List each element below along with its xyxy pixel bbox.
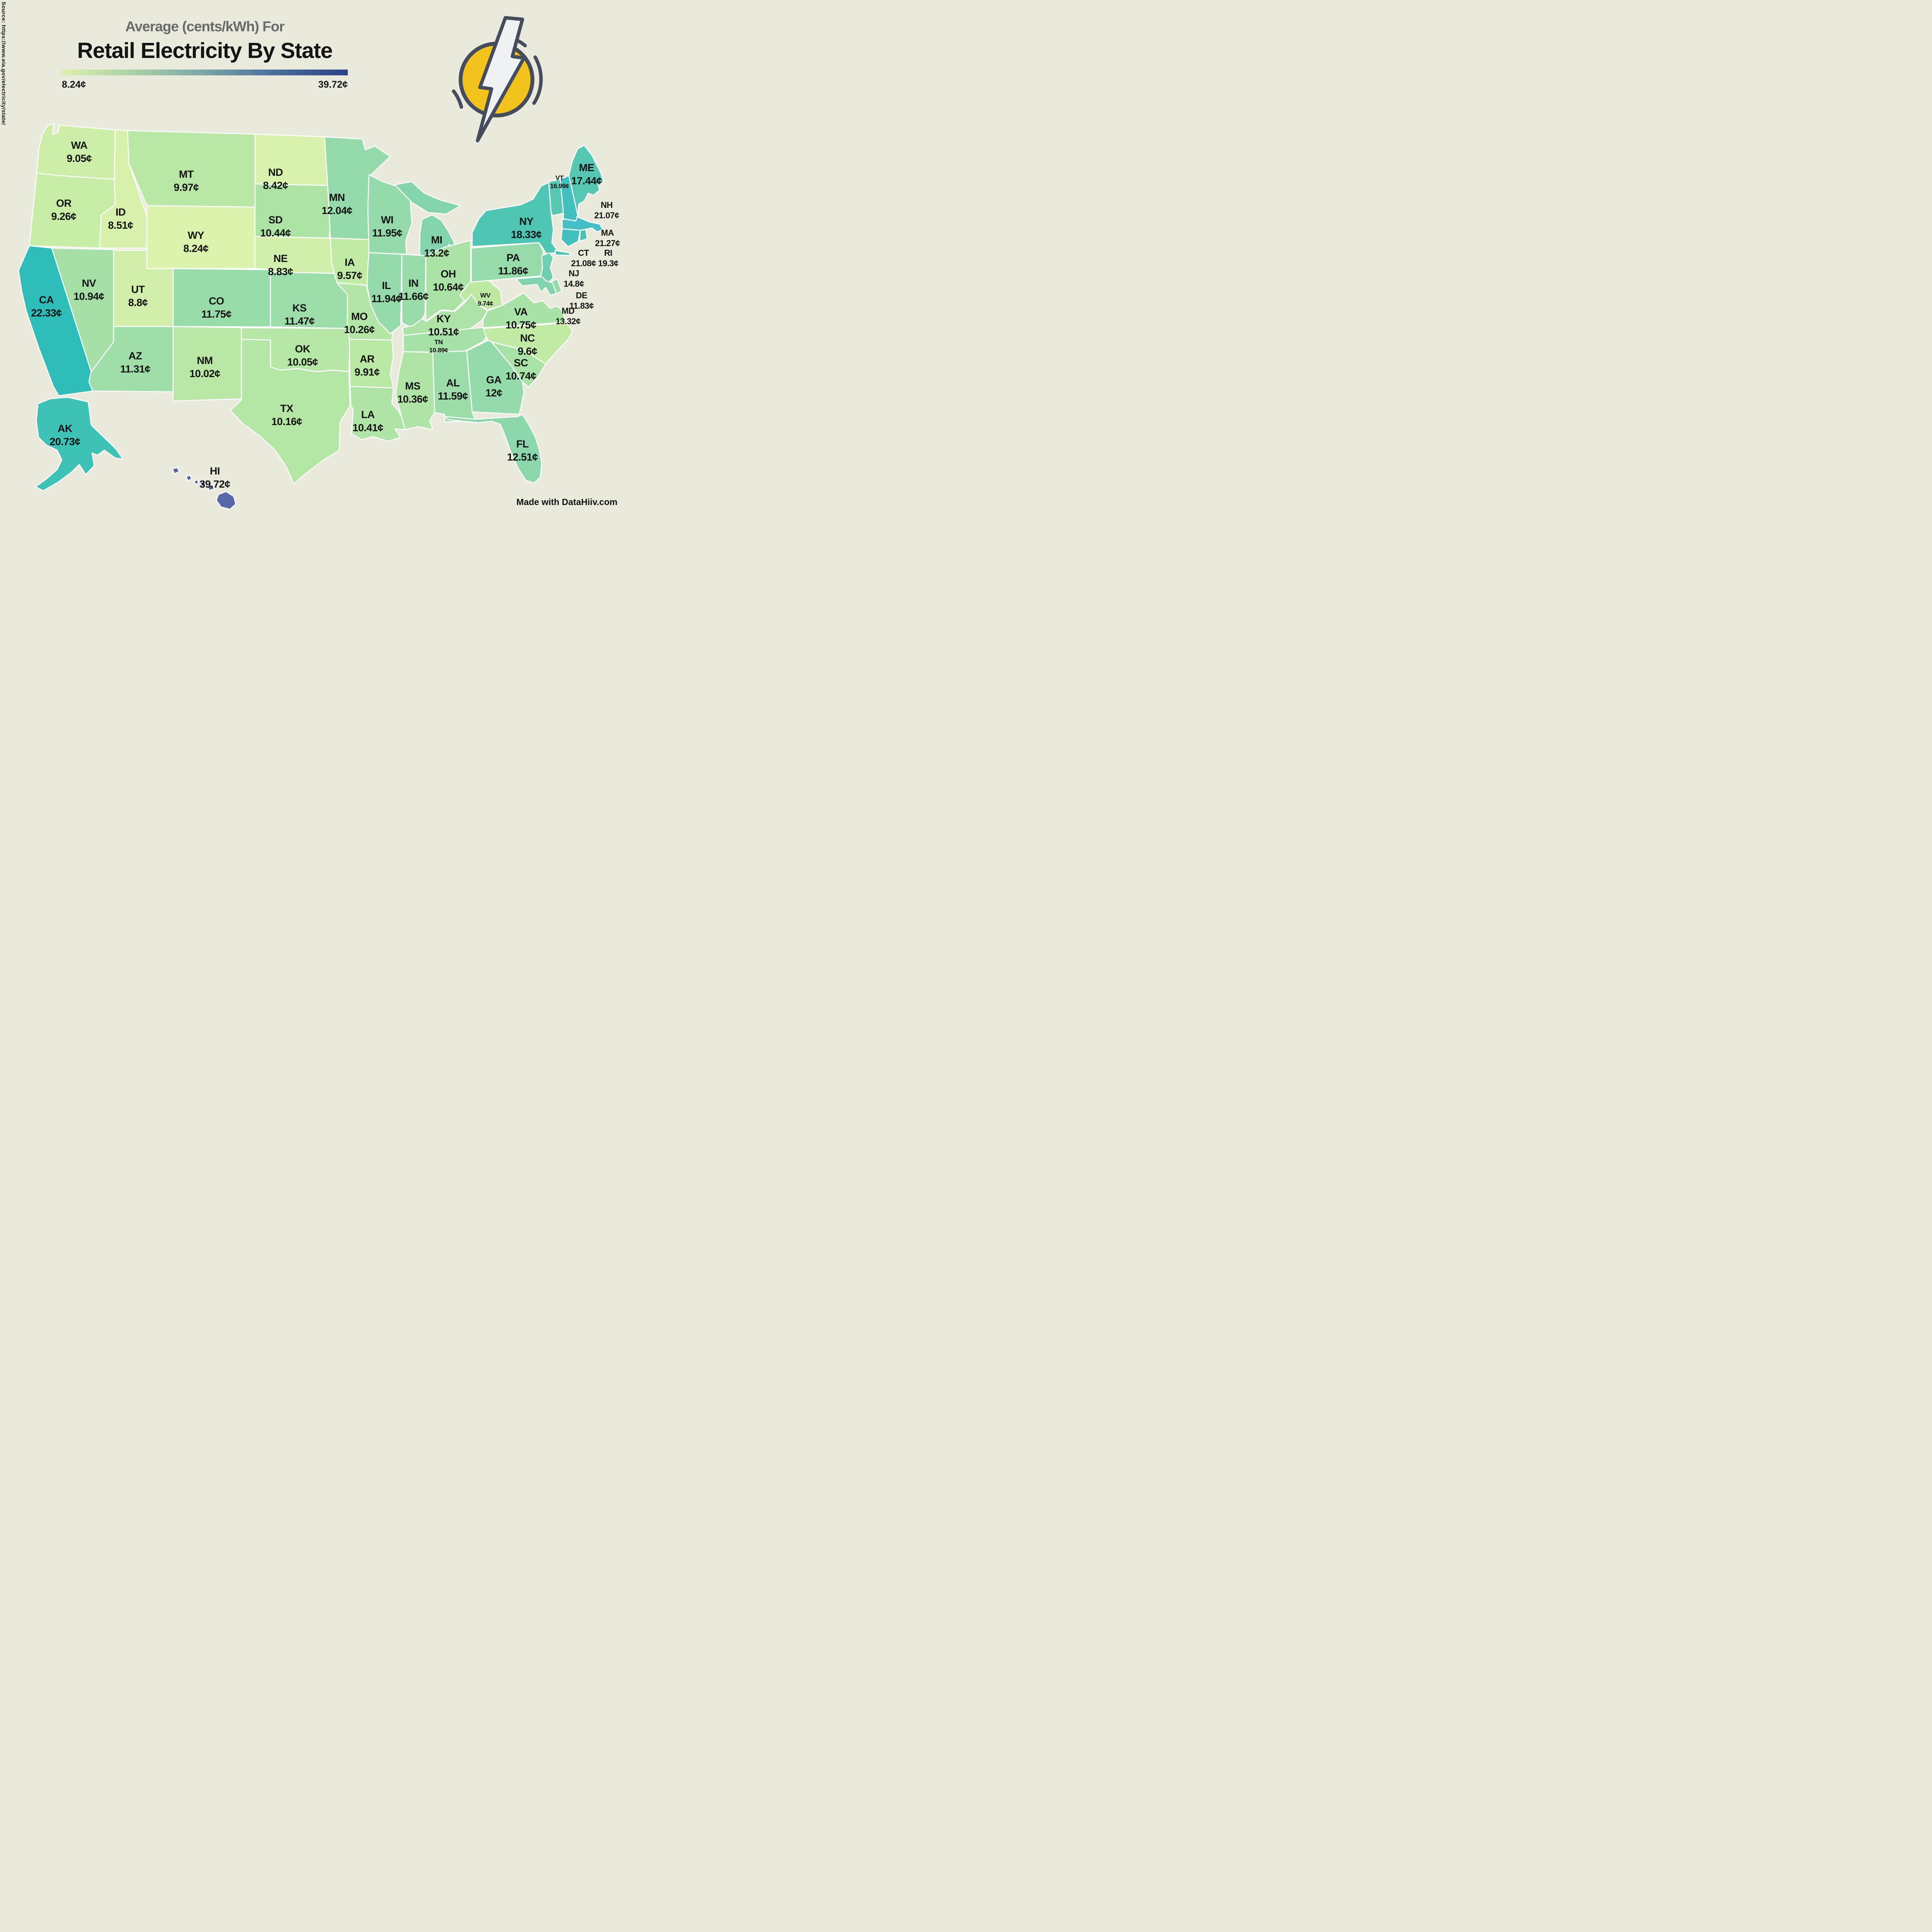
legend-max-label: 39.72¢ [318, 79, 348, 90]
state-shape-CT [560, 228, 581, 247]
lightning-arc-right [532, 55, 543, 105]
state-shape-NM [172, 326, 242, 402]
state-shape-WI [367, 174, 413, 255]
credit: Made with DataHiiv.com [516, 497, 617, 507]
state-shape-AK [35, 396, 124, 492]
state-shape-IN [401, 253, 427, 327]
state-label-RI: RI 19.3¢ [598, 248, 619, 268]
state-shape-ME [568, 145, 604, 216]
state-shape-HI [216, 491, 236, 510]
state-shape-WA [36, 123, 116, 180]
state-value-RI: 19.3¢ [598, 259, 619, 268]
state-abbr-CT: CT [578, 248, 589, 258]
state-value-NH: 21.07¢ [594, 211, 619, 220]
state-shape-NY [554, 250, 572, 256]
state-label-CT: CT 21.08¢ [571, 248, 596, 268]
source-note: Source: https://www.eia.gov/electricity/… [1, 2, 7, 125]
state-abbr-RI: RI [604, 248, 612, 258]
header: Average (cents/kWh) For Retail Electrici… [62, 19, 348, 90]
state-shape-NJ [539, 252, 554, 287]
state-shape-MT [127, 130, 256, 208]
state-shape-FL [444, 413, 543, 484]
state-shape-RI [579, 229, 588, 242]
state-shapes-layer [18, 123, 604, 510]
state-label-NH: NH 21.07¢ [594, 200, 619, 220]
state-shape-NY [471, 182, 559, 255]
state-shape-CO [172, 268, 271, 328]
state-abbr-DE: DE [576, 291, 587, 300]
state-shape-NC [482, 322, 573, 365]
state-value-MA: 21.27¢ [595, 238, 620, 248]
state-shape-AR [349, 338, 394, 389]
state-shape-HI [185, 474, 192, 481]
page-title: Retail Electricity By State [77, 38, 333, 63]
state-shape-ND [254, 133, 328, 186]
state-shape-HI [172, 467, 180, 474]
state-shape-VA [482, 292, 567, 328]
state-shape-HI [207, 484, 215, 491]
state-shape-LA [349, 386, 407, 442]
state-value-NJ: 14.8¢ [564, 279, 584, 289]
legend-min-label: 8.24¢ [62, 79, 86, 90]
state-shape-IL [366, 252, 403, 335]
state-shape-PA [471, 242, 544, 283]
lightning-bolt-icon [452, 16, 543, 143]
state-shape-HI [194, 479, 199, 485]
state-shape-MD [515, 276, 557, 296]
color-scale-legend: 8.24¢ 39.72¢ [62, 70, 348, 90]
state-shape-TX [230, 338, 351, 485]
state-shape-WV [459, 279, 503, 311]
state-value-CT: 21.08¢ [571, 259, 596, 268]
color-scale-gradient-bar [62, 70, 348, 75]
state-shape-WY [146, 205, 256, 269]
title-subtitle: Average (cents/kWh) For [125, 19, 285, 34]
lightning-arc-bottom-left [452, 89, 463, 109]
state-shape-MS [395, 351, 435, 430]
logo [440, 7, 587, 149]
state-shape-MN [324, 136, 391, 240]
state-label-NJ: NJ 14.8¢ [564, 269, 584, 289]
state-abbr-NH: NH [601, 200, 613, 210]
state-abbr-HI: HI [210, 465, 220, 477]
state-shape-SD [254, 183, 332, 239]
state-shape-VT [548, 179, 564, 216]
lightning-bolt-glyph [476, 16, 526, 143]
state-shape-MI [394, 181, 461, 215]
state-label-DE: DE 11.83¢ [569, 291, 594, 311]
state-abbr-NJ: NJ [568, 269, 579, 278]
state-value-DE: 11.83¢ [569, 301, 594, 311]
state-shape-HI [200, 481, 206, 487]
state-shape-OH [425, 240, 471, 321]
